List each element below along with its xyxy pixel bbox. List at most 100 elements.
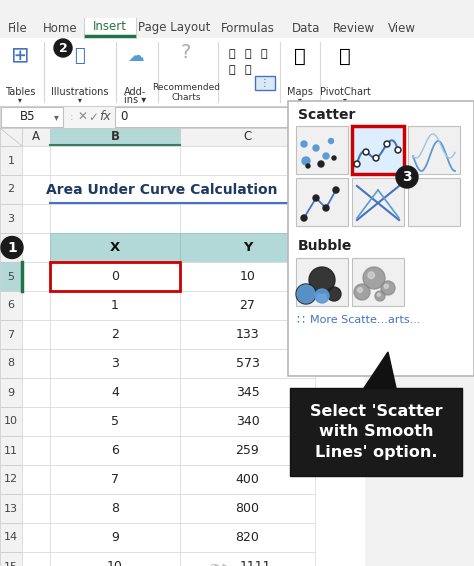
Bar	[22, 523, 50, 552]
Bar	[0, 262, 22, 291]
Text: 345: 345	[236, 386, 259, 399]
Text: 10: 10	[239, 270, 255, 283]
Bar	[180, 494, 315, 523]
Circle shape	[309, 267, 335, 293]
Bar	[22, 262, 50, 291]
Bar	[352, 126, 404, 174]
Bar	[50, 291, 180, 320]
Bar	[22, 204, 50, 233]
Circle shape	[318, 161, 324, 167]
Text: Illustrations: Illustrations	[51, 87, 109, 97]
Text: View: View	[388, 22, 416, 35]
Text: Charts: Charts	[171, 92, 201, 101]
Text: Scatter: Scatter	[298, 108, 356, 122]
Bar	[50, 233, 180, 262]
Text: 8: 8	[111, 502, 119, 515]
Bar	[0, 291, 22, 320]
Bar	[180, 436, 315, 465]
Circle shape	[296, 284, 316, 304]
Circle shape	[54, 39, 72, 57]
Bar	[50, 407, 180, 436]
Text: 4: 4	[8, 242, 15, 252]
Bar	[0, 407, 22, 436]
Text: e▶▶: e▶▶	[210, 561, 231, 566]
Bar	[0, 233, 22, 262]
Text: 9: 9	[8, 388, 15, 397]
Bar	[180, 204, 315, 233]
Text: 573: 573	[236, 357, 259, 370]
Bar	[296, 258, 348, 306]
Circle shape	[301, 141, 307, 147]
Text: 7: 7	[8, 329, 15, 340]
Circle shape	[332, 156, 336, 160]
Bar	[22, 146, 50, 175]
Text: 8: 8	[8, 358, 15, 368]
Circle shape	[396, 166, 418, 188]
Bar	[50, 262, 180, 291]
Bar	[22, 552, 50, 566]
Bar	[50, 204, 180, 233]
Text: 3: 3	[402, 170, 412, 184]
Text: Recommended: Recommended	[152, 84, 220, 92]
Text: Select 'Scatter
with Smooth
Lines' option.: Select 'Scatter with Smooth Lines' optio…	[310, 404, 442, 461]
Circle shape	[375, 291, 385, 301]
Bar	[290, 388, 462, 476]
Text: Page Layout: Page Layout	[138, 22, 210, 35]
Text: PivotChart: PivotChart	[319, 87, 371, 97]
Bar	[296, 126, 348, 174]
Text: Add-: Add-	[124, 87, 146, 97]
Bar	[0, 38, 474, 106]
Text: 5: 5	[8, 272, 15, 281]
Text: ✓: ✓	[88, 110, 98, 123]
Circle shape	[363, 267, 385, 289]
Text: 14: 14	[4, 533, 18, 542]
Bar	[50, 465, 180, 494]
Circle shape	[356, 162, 358, 165]
Circle shape	[1, 237, 23, 259]
Text: Tables: Tables	[5, 87, 35, 97]
Bar	[22, 407, 50, 436]
Text: ▾: ▾	[298, 96, 302, 105]
Bar	[22, 378, 50, 407]
Circle shape	[377, 293, 380, 296]
Bar	[0, 204, 22, 233]
Bar	[0, 0, 474, 18]
Text: C: C	[243, 131, 252, 144]
Text: fx: fx	[99, 110, 111, 123]
Bar	[180, 291, 315, 320]
Text: 📈: 📈	[245, 65, 251, 75]
Text: ∷: ∷	[296, 314, 304, 327]
Bar	[0, 378, 22, 407]
Text: 0: 0	[111, 270, 119, 283]
Text: 2: 2	[111, 328, 119, 341]
Text: 📊: 📊	[339, 46, 351, 66]
Text: File: File	[8, 22, 28, 35]
Text: 0: 0	[120, 110, 128, 123]
Text: Bubble: Bubble	[298, 239, 352, 253]
Text: 13: 13	[4, 504, 18, 513]
Text: 15: 15	[4, 561, 18, 566]
Bar	[0, 128, 22, 146]
Bar	[50, 436, 180, 465]
Circle shape	[368, 272, 374, 278]
Text: ☁: ☁	[127, 47, 143, 65]
Text: Data: Data	[292, 22, 320, 35]
Text: 📋: 📋	[245, 49, 251, 59]
Text: 🖼: 🖼	[74, 47, 85, 65]
Bar	[22, 465, 50, 494]
Bar	[180, 552, 315, 566]
Text: 🌍: 🌍	[294, 46, 306, 66]
Text: 2: 2	[8, 185, 15, 195]
Text: ▾: ▾	[18, 96, 22, 105]
Circle shape	[365, 151, 367, 153]
Bar	[352, 178, 404, 226]
Text: ▾: ▾	[343, 96, 347, 105]
Text: 27: 27	[239, 299, 255, 312]
Bar	[0, 128, 365, 146]
Text: 400: 400	[236, 473, 259, 486]
Circle shape	[297, 285, 315, 303]
Circle shape	[373, 155, 379, 161]
Bar	[1, 107, 63, 127]
Bar	[115, 107, 315, 127]
Bar	[50, 552, 180, 566]
